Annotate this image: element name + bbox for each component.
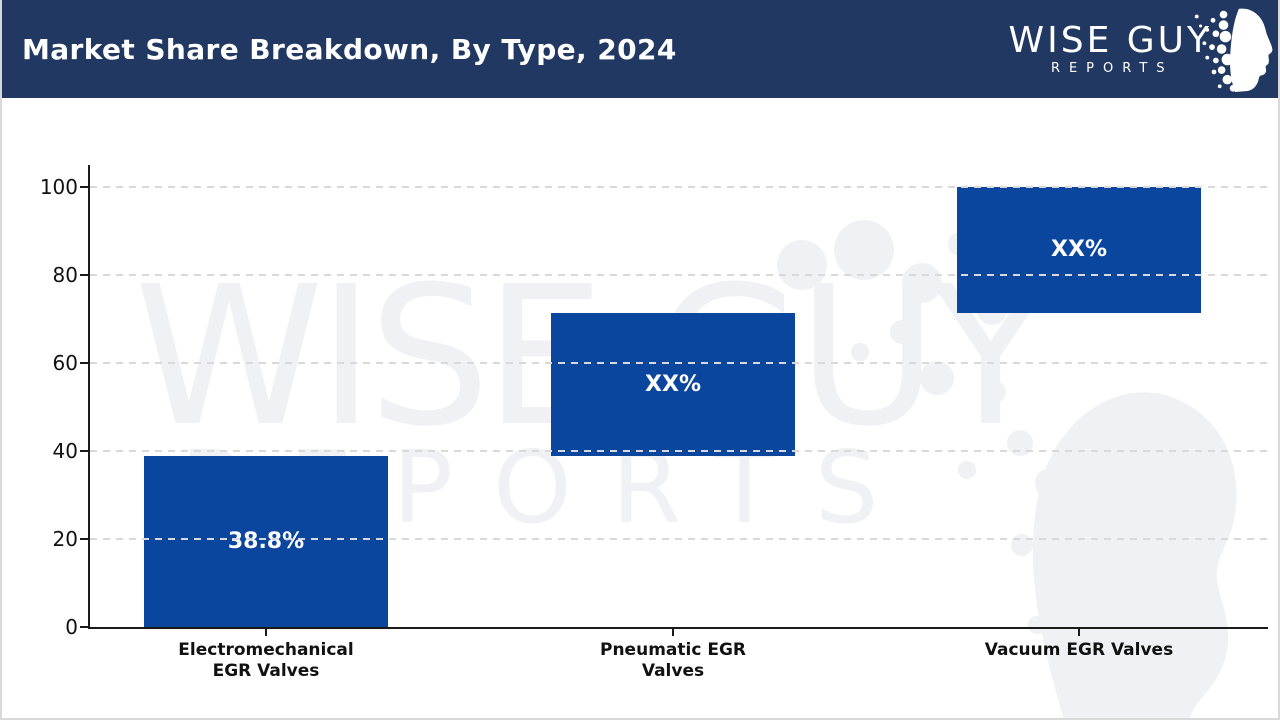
category-label-line: Valves	[641, 661, 705, 682]
category-label: Electromechanical EGR Valves	[96, 640, 436, 683]
bar-segment: XX%	[551, 312, 795, 457]
header: Market Share Breakdown, By Type, 2024 WI…	[2, 0, 1278, 98]
wise-guy-logo: WISE GUY REPORTS	[1009, 0, 1277, 98]
y-tick-label: 0	[65, 615, 78, 639]
y-tick-mark	[80, 538, 88, 540]
page-title: Market Share Breakdown, By Type, 2024	[22, 32, 677, 66]
x-tick-mark	[672, 629, 674, 636]
category-label: Vacuum EGR Valves	[909, 640, 1249, 661]
y-tick-mark	[80, 186, 88, 188]
y-tick-label: 60	[52, 351, 78, 375]
category-label: Pneumatic EGR Valves	[503, 640, 843, 683]
y-gridline	[90, 538, 1268, 540]
category-label-line: Pneumatic EGR	[600, 640, 746, 660]
category-label-line: EGR Valves	[212, 661, 320, 682]
y-tick-mark	[80, 362, 88, 364]
y-gridline	[90, 450, 1268, 452]
y-gridline	[90, 186, 1268, 188]
y-tick-label: 20	[52, 527, 78, 551]
x-axis-spine	[88, 627, 1268, 629]
logo-text: WISE GUY REPORTS	[1008, 19, 1213, 76]
bar-value-label: XX%	[645, 372, 701, 398]
y-tick-label: 100	[39, 175, 78, 199]
logo-reports-label: REPORTS	[1050, 60, 1174, 76]
y-tick-label: 40	[52, 439, 78, 463]
category-label-line: Vacuum EGR Valves	[984, 640, 1174, 660]
y-tick-mark	[80, 450, 88, 452]
x-tick-mark	[1078, 629, 1080, 636]
y-tick-mark	[80, 626, 88, 628]
bar-segment: XX%	[957, 187, 1201, 313]
y-axis-spine	[88, 165, 90, 629]
bar-segment: 38.8%	[144, 456, 388, 627]
y-tick-label: 80	[52, 263, 78, 287]
category-label-line: Electromechanical	[178, 640, 354, 660]
x-tick-mark	[265, 629, 267, 636]
bar-value-label: 38.8%	[227, 529, 305, 555]
y-gridline	[90, 274, 1268, 276]
y-tick-mark	[80, 274, 88, 276]
head-dots-icon	[1194, 8, 1273, 93]
y-gridline	[90, 362, 1268, 364]
logo-wordmark: WISE GUY	[1008, 19, 1212, 61]
bar-value-label: XX%	[1051, 237, 1107, 263]
